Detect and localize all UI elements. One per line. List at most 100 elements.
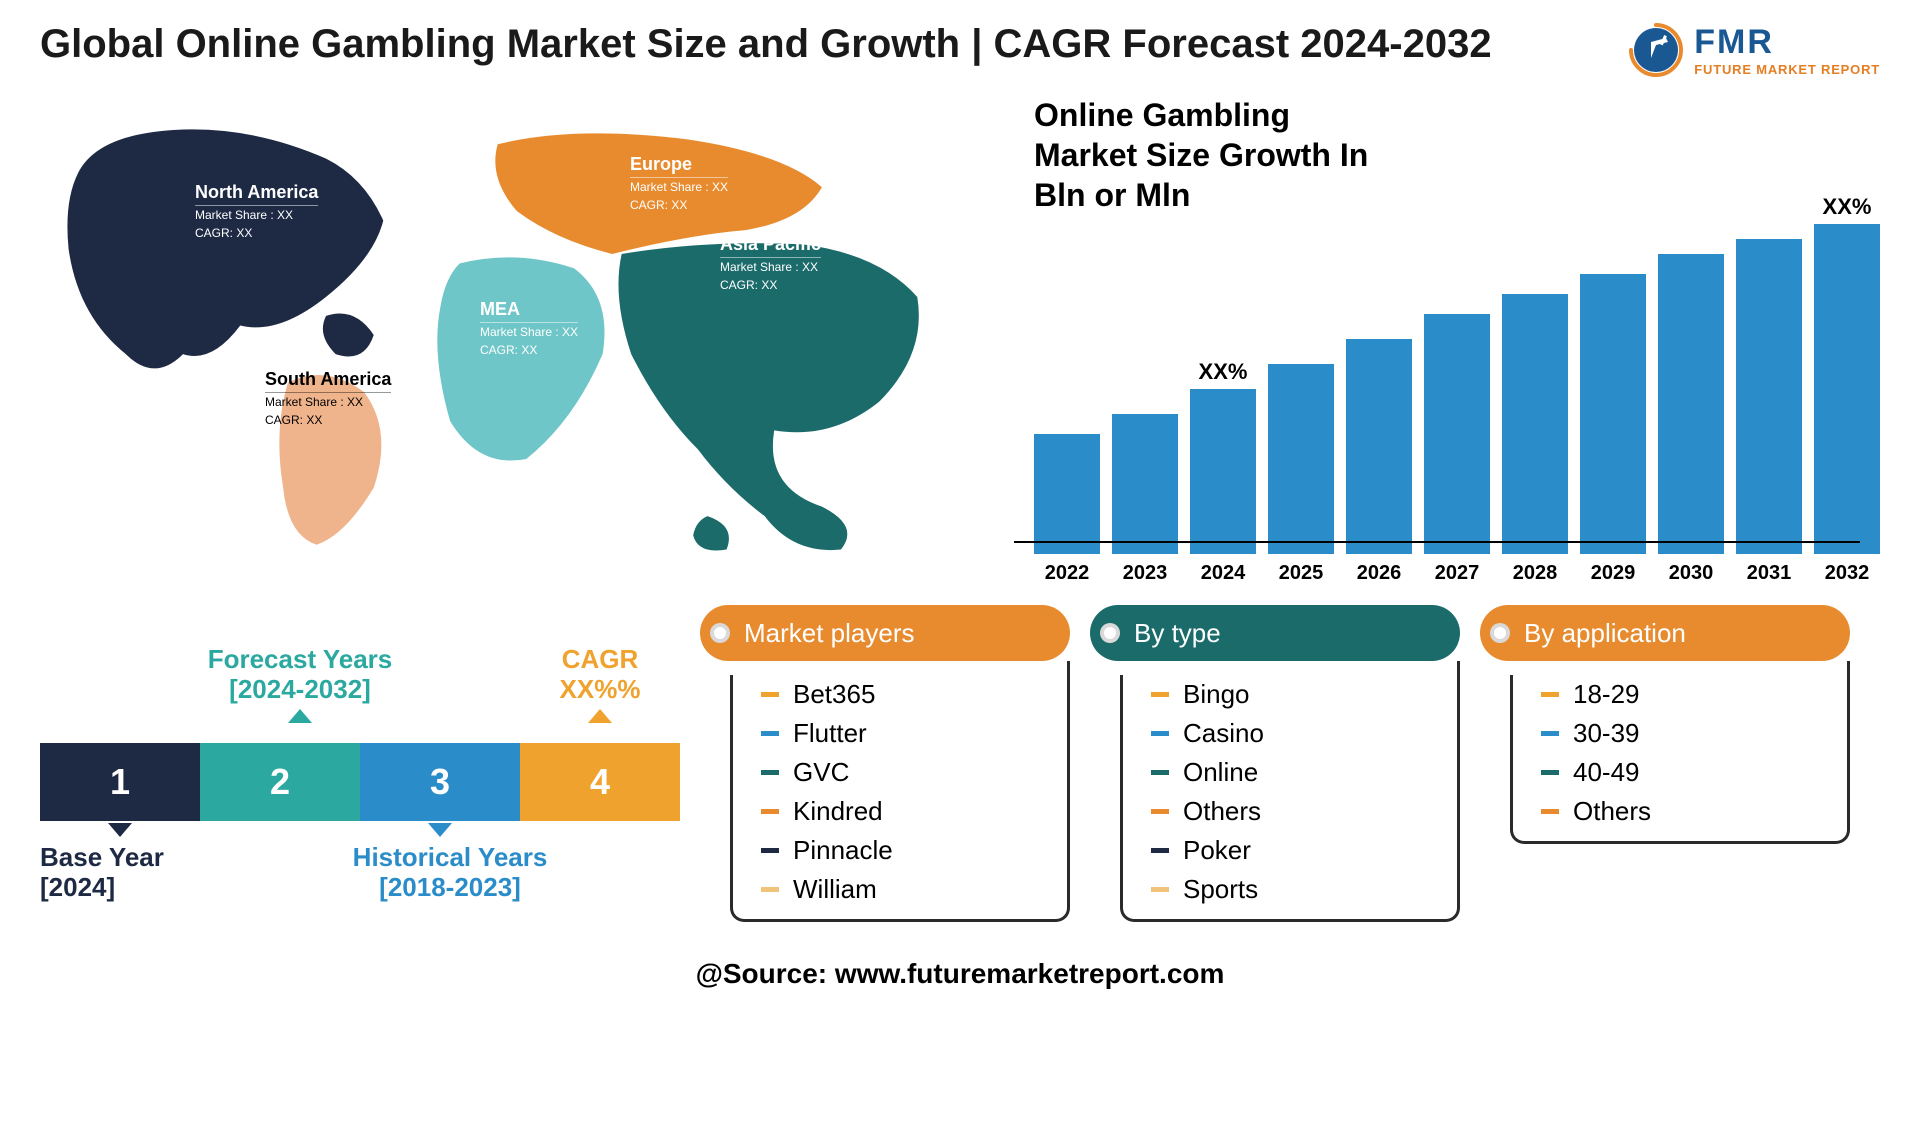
- item-dash-icon: [761, 848, 779, 853]
- list-item: Others: [1151, 792, 1457, 831]
- page-title: Global Online Gambling Market Size and G…: [40, 20, 1492, 68]
- bar-year-label: 2026: [1357, 562, 1402, 585]
- panel-title: By type: [1134, 618, 1221, 649]
- region-label-eu: EuropeMarket Share : XXCAGR: XX: [630, 155, 728, 212]
- item-dash-icon: [761, 887, 779, 892]
- bar-rect: [1502, 294, 1568, 554]
- item-label: Poker: [1183, 835, 1251, 866]
- logo-main-text: FMR: [1694, 23, 1880, 62]
- item-label: Flutter: [793, 718, 867, 749]
- region-name: Asia Pacific: [720, 235, 821, 255]
- panel-dot-icon: [710, 623, 730, 643]
- bar-year-label: 2023: [1123, 562, 1168, 585]
- list-item: Sports: [1151, 870, 1457, 909]
- bar-year-label: 2024: [1201, 562, 1246, 585]
- bar-year-label: 2030: [1669, 562, 1714, 585]
- bar-2025: 2025: [1268, 364, 1334, 585]
- panel-by-application: By application 18-29 30-39 40-49 Others: [1480, 605, 1850, 922]
- item-dash-icon: [1541, 692, 1559, 697]
- item-dash-icon: [1151, 887, 1169, 892]
- bar-rect: [1112, 414, 1178, 554]
- region-share: Market Share : XX: [630, 177, 728, 194]
- item-dash-icon: [761, 809, 779, 814]
- timeline-segment-2: 2: [200, 743, 360, 821]
- region-label-mea: MEA Market Share : XX CAGR: XX: [480, 300, 578, 357]
- item-label: Sports: [1183, 874, 1258, 905]
- item-label: 30-39: [1573, 718, 1640, 749]
- brand-logo: FMR FUTURE MARKET REPORT: [1626, 20, 1880, 80]
- source-attribution: @Source: www.futuremarketreport.com: [40, 958, 1880, 990]
- region-label-ap: Asia PacificMarket Share : XXCAGR: XX: [720, 235, 821, 292]
- item-dash-icon: [761, 770, 779, 775]
- world-map: North AmericaMarket Share : XXCAGR: XXSo…: [40, 95, 984, 575]
- region-name: North America: [195, 183, 318, 203]
- region-share: Market Share : XX: [720, 257, 821, 274]
- bar-2022: 2022: [1034, 434, 1100, 585]
- item-label: Bingo: [1183, 679, 1250, 710]
- bar-rect: [1814, 224, 1880, 554]
- list-item: 40-49: [1541, 753, 1847, 792]
- region-cagr: CAGR: XX: [630, 196, 728, 212]
- region-cagr: CAGR: XX: [480, 341, 578, 357]
- list-item: Online: [1151, 753, 1457, 792]
- bar-year-label: 2025: [1279, 562, 1324, 585]
- bar-rect: [1580, 274, 1646, 554]
- bar-2031: 2031: [1736, 239, 1802, 585]
- bar-rect: [1346, 339, 1412, 554]
- bar-annotation: XX%: [1823, 194, 1872, 220]
- item-dash-icon: [1541, 731, 1559, 736]
- panel-market-players: Market players Bet365 Flutter GVCKindredPin…: [700, 605, 1070, 922]
- logo-sub-text: FUTURE MARKET REPORT: [1694, 62, 1880, 77]
- chart-title: Online Gambling Market Size Growth In Bl…: [1034, 95, 1394, 215]
- panel-dot-icon: [1100, 623, 1120, 643]
- region-label-sa: South AmericaMarket Share : XXCAGR: XX: [265, 370, 391, 427]
- bar-year-label: 2031: [1747, 562, 1792, 585]
- bar-rect: [1268, 364, 1334, 554]
- panel-dot-icon: [1490, 623, 1510, 643]
- region-cagr: CAGR: XX: [195, 224, 318, 240]
- list-item: Casino: [1151, 714, 1457, 753]
- timeline-segment-3: 3: [360, 743, 520, 821]
- panel-by-type: By type Bingo Casino Online Others Poker Sport…: [1090, 605, 1460, 922]
- region-share: Market Share : XX: [265, 392, 391, 409]
- item-dash-icon: [1151, 770, 1169, 775]
- panel-header: Market players: [700, 605, 1070, 661]
- bar-year-label: 2027: [1435, 562, 1480, 585]
- logo-icon: [1626, 20, 1686, 80]
- panel-body: Bet365 Flutter GVCKindredPinnacle William: [730, 675, 1070, 922]
- bar-rect: [1658, 254, 1724, 554]
- item-dash-icon: [761, 692, 779, 697]
- forecast-label: Forecast Years [2024-2032]: [190, 645, 410, 705]
- bar-year-label: 2028: [1513, 562, 1558, 585]
- list-item: Bingo: [1151, 675, 1457, 714]
- item-label: Others: [1183, 796, 1261, 827]
- base-year-label: Base Year [2024]: [40, 843, 210, 903]
- item-label: 18-29: [1573, 679, 1640, 710]
- panel-header: By application: [1480, 605, 1850, 661]
- list-item: Kindred: [761, 792, 1067, 831]
- region-share: Market Share : XX: [480, 322, 578, 339]
- list-item: GVC: [761, 753, 1067, 792]
- item-dash-icon: [1151, 848, 1169, 853]
- list-item: Poker: [1151, 831, 1457, 870]
- timeline-segment-1: 1: [40, 743, 200, 821]
- panel-body: 18-29 30-39 40-49 Others: [1510, 675, 1850, 844]
- bar-year-label: 2032: [1825, 562, 1870, 585]
- item-dash-icon: [1541, 770, 1559, 775]
- item-label: William: [793, 874, 877, 905]
- item-dash-icon: [1151, 692, 1169, 697]
- item-label: Others: [1573, 796, 1651, 827]
- list-item: Pinnacle: [761, 831, 1067, 870]
- item-label: Online: [1183, 757, 1258, 788]
- bar-rect: [1424, 314, 1490, 554]
- item-dash-icon: [1151, 731, 1169, 736]
- bar-2032: XX%2032: [1814, 224, 1880, 585]
- region-label-na: North AmericaMarket Share : XXCAGR: XX: [195, 183, 318, 240]
- bar-rect: [1034, 434, 1100, 554]
- panel-header: By type: [1090, 605, 1460, 661]
- list-item: Bet365: [761, 675, 1067, 714]
- region-name: MEA: [480, 300, 578, 320]
- bar-annotation: XX%: [1199, 359, 1248, 385]
- panel-body: Bingo Casino Online Others Poker Sports: [1120, 675, 1460, 922]
- bar-2024: XX%2024: [1190, 389, 1256, 585]
